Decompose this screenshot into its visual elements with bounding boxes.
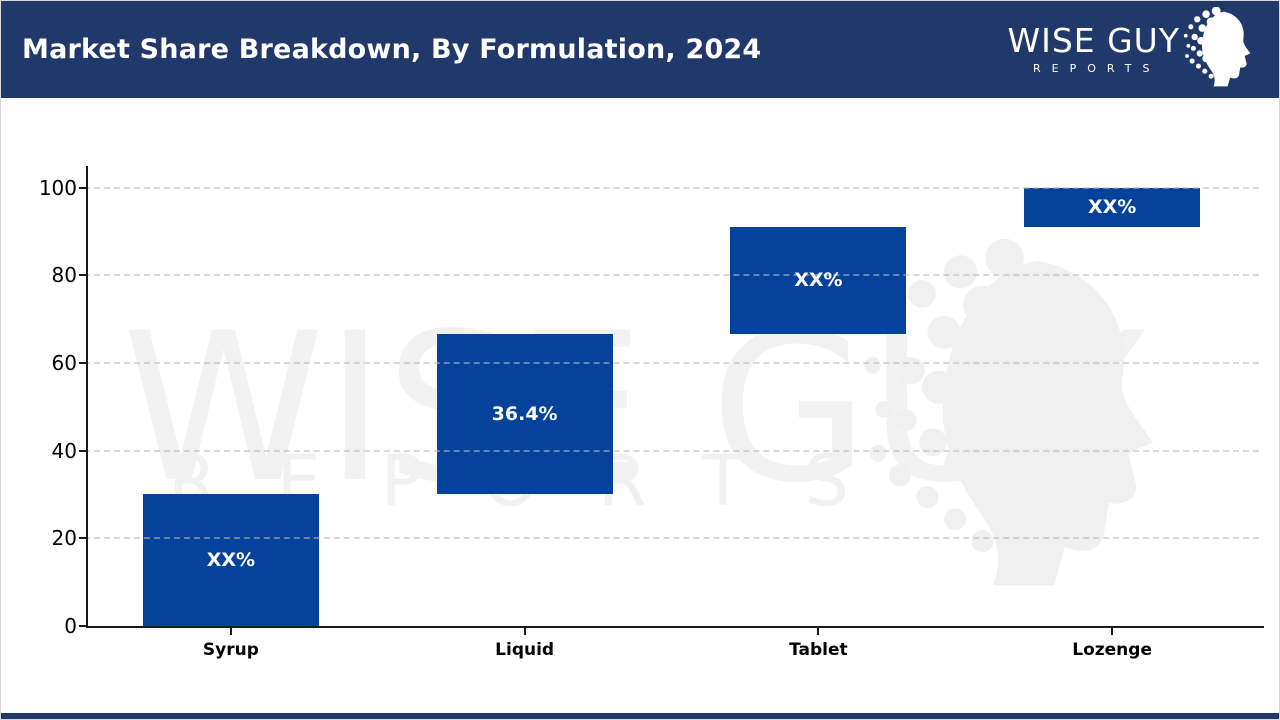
bar-value-label: XX% xyxy=(206,548,256,571)
bar-value-label: 36.4% xyxy=(491,402,558,425)
gridline-y40 xyxy=(84,449,1259,452)
x-tick-mark xyxy=(523,628,526,635)
y-tick-label: 60 xyxy=(51,350,77,375)
y-tick-mark xyxy=(79,186,86,189)
y-tick-label: 20 xyxy=(51,526,77,551)
y-tick-label: 100 xyxy=(38,175,77,200)
x-category-label-tablet: Tablet xyxy=(789,640,848,660)
header-band: Market Share Breakdown, By Formulation, … xyxy=(0,0,1280,98)
x-axis-line xyxy=(86,626,1264,628)
x-category-label-lozenge: Lozenge xyxy=(1072,640,1152,660)
x-category-label-liquid: Liquid xyxy=(495,640,555,660)
logo-face-icon xyxy=(1183,7,1251,87)
y-tick-mark xyxy=(79,449,86,452)
bar-liquid xyxy=(436,333,613,494)
y-axis-line xyxy=(86,166,88,628)
bar-tablet xyxy=(730,227,907,334)
chart-canvas: WISE GUY REPORTS XX%36.4%XX%XX%020406080… xyxy=(0,98,1280,713)
x-tick-mark xyxy=(229,628,232,635)
x-category-label-syrup: Syrup xyxy=(202,640,259,660)
y-tick-mark xyxy=(79,361,86,364)
wise-guy-reports-logo: WISE GUY REPORTS xyxy=(1007,7,1258,91)
bar-lozenge xyxy=(1024,187,1201,227)
y-tick-label: 80 xyxy=(51,263,77,288)
y-tick-mark xyxy=(79,625,86,627)
y-tick-label: 40 xyxy=(51,438,77,463)
y-tick-label: 0 xyxy=(64,614,77,638)
gridline-y60 xyxy=(84,361,1259,364)
chart-title: Market Share Breakdown, By Formulation, … xyxy=(22,33,762,65)
x-tick-mark xyxy=(817,628,820,635)
bar-syrup xyxy=(142,493,319,626)
logo-text: WISE GUY REPORTS xyxy=(1007,24,1180,74)
footer-band xyxy=(0,713,1280,720)
gridline-y100 xyxy=(84,186,1259,189)
bar-value-label: XX% xyxy=(1087,196,1137,219)
x-tick-mark xyxy=(1111,628,1114,635)
gridline-y20 xyxy=(84,537,1259,540)
y-tick-mark xyxy=(79,274,86,277)
bar-value-label: XX% xyxy=(794,269,843,292)
logo-subtitle: REPORTS xyxy=(1033,62,1161,75)
y-tick-mark xyxy=(79,537,86,540)
watermark-wordmark: WISE GUY xyxy=(122,290,1145,528)
logo-wordmark: WISE GUY xyxy=(1007,21,1180,60)
gridline-y80 xyxy=(84,274,1259,277)
